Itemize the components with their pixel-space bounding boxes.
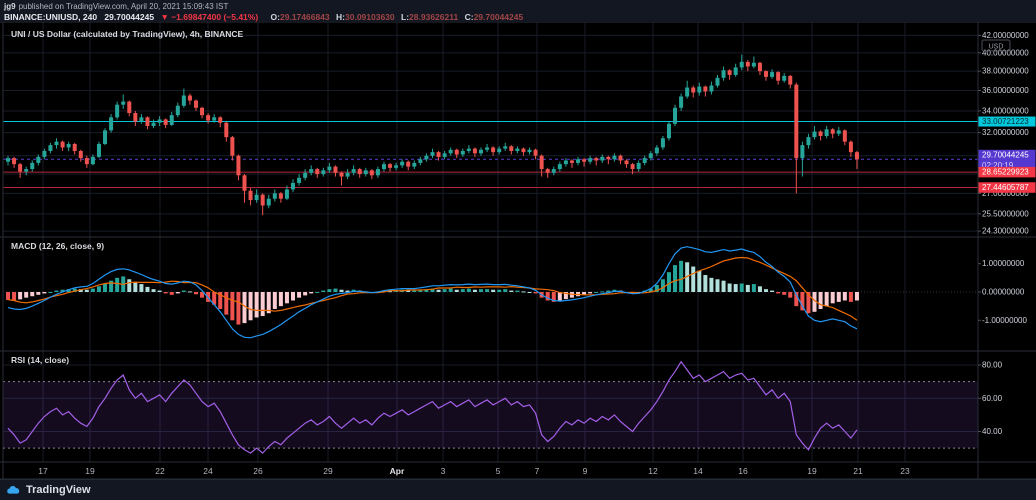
svg-text:60.00: 60.00 bbox=[982, 394, 1003, 403]
byline-text: published on TradingView.com, April 20, … bbox=[18, 2, 229, 11]
tradingview-logo-icon[interactable] bbox=[6, 484, 21, 497]
footer: TradingView bbox=[0, 479, 1036, 500]
svg-text:23: 23 bbox=[900, 466, 910, 476]
svg-text:29.70044245: 29.70044245 bbox=[982, 150, 1029, 159]
svg-text:17: 17 bbox=[38, 466, 48, 476]
high-label: H: bbox=[336, 12, 345, 22]
svg-text:21: 21 bbox=[853, 466, 863, 476]
alert-price-label-2: 27.44605787 bbox=[978, 182, 1036, 193]
svg-text:28.65229923: 28.65229923 bbox=[982, 168, 1029, 177]
svg-text:33.00721223: 33.00721223 bbox=[982, 117, 1029, 126]
rsi-pane[interactable] bbox=[3, 360, 978, 454]
open-label: O: bbox=[270, 12, 280, 22]
svg-text:19: 19 bbox=[85, 466, 95, 476]
svg-text:1.00000000: 1.00000000 bbox=[982, 259, 1025, 268]
svg-text:9: 9 bbox=[583, 466, 588, 476]
svg-text:34.00000000: 34.00000000 bbox=[982, 106, 1029, 115]
svg-text:29: 29 bbox=[323, 466, 333, 476]
svg-text:Apr: Apr bbox=[390, 466, 405, 476]
rsi-line bbox=[7, 360, 858, 454]
low-label: L: bbox=[401, 12, 410, 22]
svg-text:22: 22 bbox=[155, 466, 165, 476]
svg-text:40.00: 40.00 bbox=[982, 427, 1003, 436]
last-price-label: 29.70044245 02:20:19 bbox=[978, 149, 1036, 171]
macd-pane[interactable] bbox=[6, 246, 859, 339]
macd-main-line bbox=[7, 246, 858, 339]
svg-text:7: 7 bbox=[535, 466, 540, 476]
svg-text:80.00: 80.00 bbox=[982, 361, 1003, 370]
currency-chip: USD bbox=[989, 44, 1004, 51]
high-value: 30.09103630 bbox=[345, 12, 395, 22]
svg-text:-1.00000000: -1.00000000 bbox=[982, 316, 1027, 325]
low-value: 28.93626211 bbox=[409, 12, 459, 22]
header: jg9 published on TradingView.com, April 2… bbox=[0, 0, 1036, 22]
tradingview-brand[interactable]: TradingView bbox=[26, 484, 91, 496]
svg-text:32.00000000: 32.00000000 bbox=[982, 128, 1029, 137]
svg-text:42.00000000: 42.00000000 bbox=[982, 31, 1029, 40]
symbol-ohlc-row: BINANCE:UNIUSD, 240 29.70044245 ▼ −1.698… bbox=[4, 12, 1036, 22]
time-axis[interactable]: 17 19 22 24 26 29 Apr 3 5 7 9 12 14 16 19 21 23 bbox=[38, 466, 910, 476]
symbol-interval[interactable]: BINANCE:UNIUSD, 240 bbox=[4, 12, 98, 22]
price-change: ▼ −1.69847400 (−5.41%) bbox=[160, 12, 259, 22]
rsi-band bbox=[3, 381, 978, 449]
pane-separators bbox=[0, 22, 1036, 479]
alert-price-label-1: 28.65229923 bbox=[978, 166, 1036, 178]
svg-text:26: 26 bbox=[253, 466, 263, 476]
svg-text:16: 16 bbox=[738, 466, 748, 476]
header-last-price: 29.70044245 bbox=[104, 12, 155, 22]
svg-text:14: 14 bbox=[693, 466, 703, 476]
svg-text:02:20:19: 02:20:19 bbox=[982, 161, 1014, 170]
svg-text:24.30000000: 24.30000000 bbox=[982, 227, 1029, 236]
chart-canvas[interactable]: 42.00000000 40.00000000 38.00000000 36.0000… bbox=[0, 22, 1036, 479]
macd-signal-line bbox=[7, 256, 858, 321]
open-value: 29.17466843 bbox=[280, 12, 330, 22]
cyan-level-label: 33.00721223 bbox=[978, 116, 1036, 127]
close-label: C: bbox=[464, 12, 474, 22]
svg-text:24: 24 bbox=[203, 466, 213, 476]
byline: jg9 published on TradingView.com, April 2… bbox=[4, 2, 1036, 12]
svg-text:25.50000000: 25.50000000 bbox=[982, 209, 1029, 218]
chart-region: 42.00000000 40.00000000 38.00000000 36.0000… bbox=[0, 22, 1036, 479]
svg-text:27.00000000: 27.00000000 bbox=[982, 189, 1029, 198]
svg-text:38.00000000: 38.00000000 bbox=[982, 67, 1029, 76]
close-value: 29.70044245 bbox=[473, 12, 524, 22]
svg-text:40.00000000: 40.00000000 bbox=[982, 48, 1029, 57]
grid-lines bbox=[3, 22, 978, 462]
svg-text:19: 19 bbox=[807, 466, 817, 476]
svg-text:0.00000000: 0.00000000 bbox=[982, 288, 1025, 297]
svg-text:36.00000000: 36.00000000 bbox=[982, 86, 1029, 95]
svg-text:27.44605787: 27.44605787 bbox=[982, 183, 1029, 192]
svg-text:3: 3 bbox=[441, 466, 446, 476]
svg-text:5: 5 bbox=[496, 466, 501, 476]
byline-user: jg9 bbox=[4, 2, 16, 11]
svg-text:12: 12 bbox=[648, 466, 658, 476]
candles bbox=[6, 54, 859, 216]
